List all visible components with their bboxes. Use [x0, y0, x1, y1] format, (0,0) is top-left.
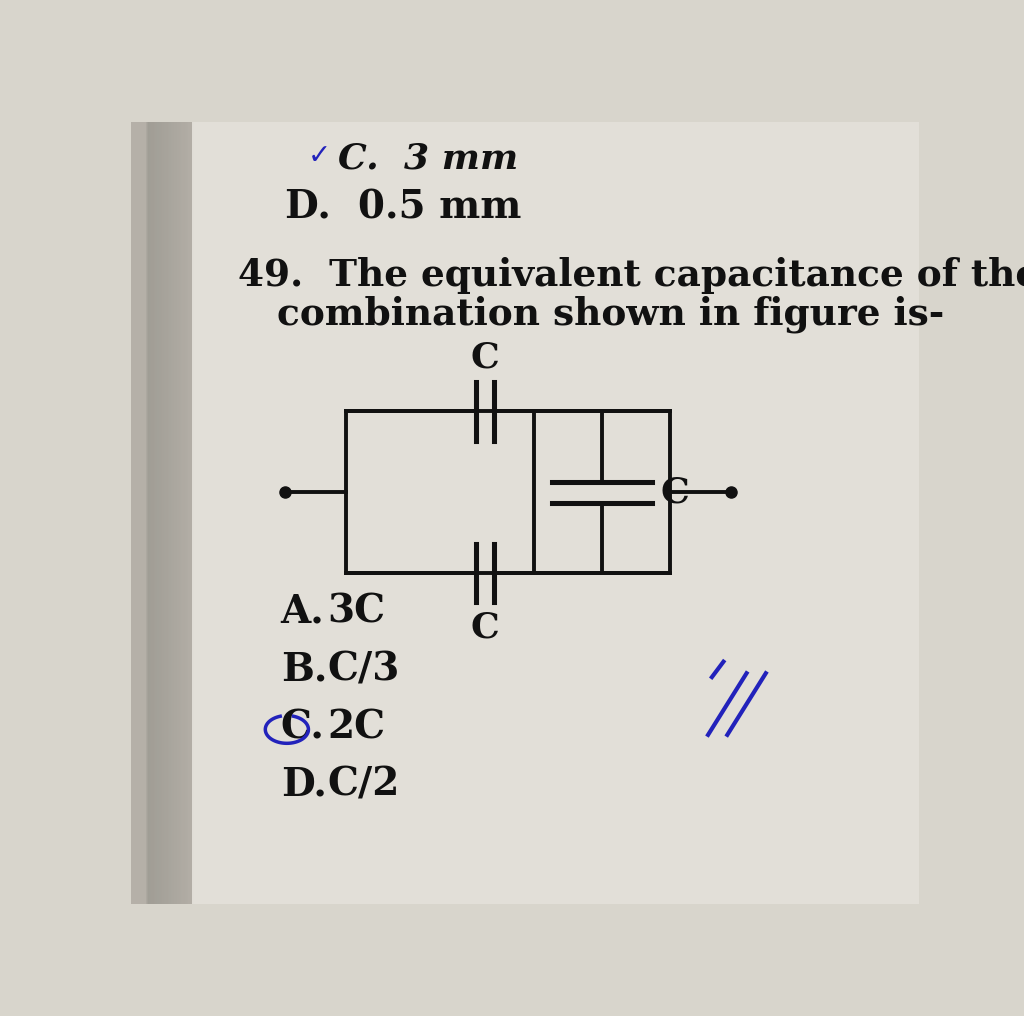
Bar	[173, 122, 175, 904]
Bar	[155, 122, 157, 904]
Bar	[177, 122, 180, 904]
Bar	[147, 122, 150, 904]
Bar	[183, 122, 186, 904]
Bar	[156, 122, 159, 904]
Bar	[158, 122, 160, 904]
Bar	[157, 122, 159, 904]
Text: A.: A.	[281, 592, 325, 631]
Bar	[183, 122, 185, 904]
Text: combination shown in figure is-: combination shown in figure is-	[276, 296, 944, 333]
Bar	[165, 122, 168, 904]
Bar	[170, 122, 172, 904]
Bar	[162, 122, 165, 904]
Bar	[190, 122, 193, 904]
Bar	[153, 122, 155, 904]
Bar	[156, 122, 158, 904]
Bar	[191, 122, 194, 904]
Bar	[172, 122, 174, 904]
Bar	[187, 122, 189, 904]
Bar	[179, 122, 181, 904]
Bar	[186, 122, 188, 904]
Text: C: C	[471, 340, 500, 375]
Bar	[154, 122, 156, 904]
Bar	[185, 122, 187, 904]
Bar	[167, 122, 169, 904]
Bar	[174, 122, 177, 904]
Text: C/3: C/3	[327, 650, 399, 689]
Bar	[189, 122, 191, 904]
Text: C: C	[660, 475, 690, 509]
Bar	[186, 122, 189, 904]
Bar	[171, 122, 174, 904]
Bar	[153, 122, 156, 904]
Bar	[180, 122, 183, 904]
Bar	[160, 122, 162, 904]
Text: C.: C.	[281, 708, 325, 746]
Bar	[146, 122, 150, 904]
Bar	[159, 122, 162, 904]
Bar	[178, 122, 180, 904]
Text: C: C	[471, 610, 500, 644]
Bar	[168, 122, 171, 904]
Bar	[176, 122, 178, 904]
Bar	[174, 122, 176, 904]
Bar	[161, 122, 163, 904]
Text: 49.  The equivalent capacitance of the: 49. The equivalent capacitance of the	[239, 257, 1024, 295]
Bar	[146, 122, 148, 904]
Text: ✓: ✓	[307, 142, 331, 170]
Bar	[163, 122, 165, 904]
Text: D.  0.5 mm: D. 0.5 mm	[285, 188, 521, 227]
Bar	[150, 122, 153, 904]
Bar	[168, 122, 170, 904]
Bar	[166, 122, 168, 904]
Text: D.: D.	[281, 766, 327, 804]
Bar	[189, 122, 193, 904]
Bar	[182, 122, 184, 904]
Text: 2C: 2C	[327, 708, 385, 746]
Bar	[171, 122, 173, 904]
Bar	[150, 122, 152, 904]
Text: B.: B.	[281, 650, 327, 689]
Bar	[131, 122, 193, 904]
Bar	[177, 122, 179, 904]
Bar	[181, 122, 183, 904]
Bar	[184, 122, 186, 904]
Bar	[152, 122, 154, 904]
Text: C.  3 mm: C. 3 mm	[339, 142, 519, 176]
Bar	[159, 122, 161, 904]
Bar	[151, 122, 153, 904]
Bar	[165, 122, 167, 904]
Bar	[175, 122, 177, 904]
Text: 3C: 3C	[327, 592, 385, 631]
Bar	[188, 122, 190, 904]
Bar	[162, 122, 164, 904]
Bar	[148, 122, 151, 904]
Bar	[169, 122, 171, 904]
Text: C/2: C/2	[327, 766, 399, 804]
Bar	[180, 122, 182, 904]
Bar	[164, 122, 166, 904]
